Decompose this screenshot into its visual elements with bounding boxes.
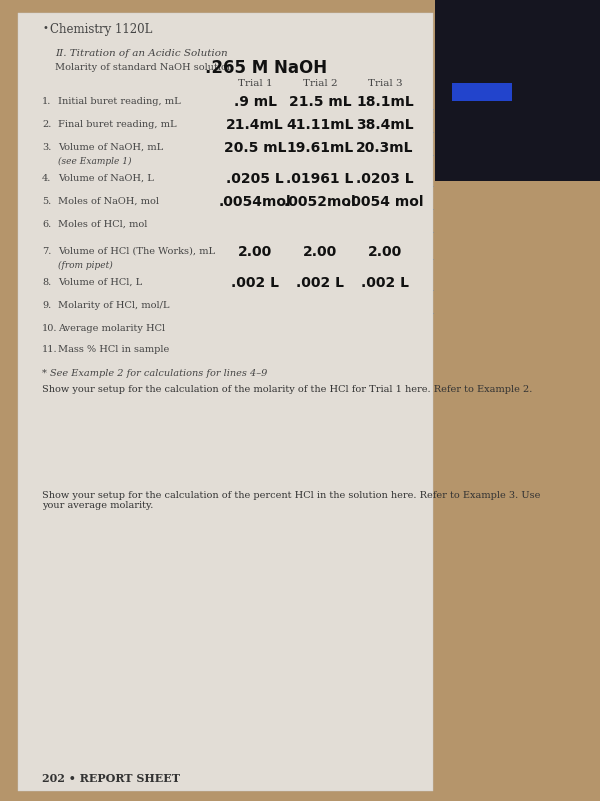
Text: •: • <box>42 23 48 33</box>
Text: 2.00: 2.00 <box>368 245 402 259</box>
Text: .265 M NaOH: .265 M NaOH <box>205 59 327 77</box>
Text: 20.5 mL: 20.5 mL <box>224 141 286 155</box>
Text: Volume of HCl (The Works), mL: Volume of HCl (The Works), mL <box>58 247 215 256</box>
Text: 5.: 5. <box>42 197 51 206</box>
Text: 21.5 mL: 21.5 mL <box>289 95 352 109</box>
Text: Show your setup for the calculation of the molarity of the HCl for Trial 1 here.: Show your setup for the calculation of t… <box>42 385 532 394</box>
Text: 8.: 8. <box>42 278 51 287</box>
Text: 202 • REPORT SHEET: 202 • REPORT SHEET <box>42 773 180 784</box>
Text: 6.: 6. <box>42 220 51 229</box>
Text: 41.11mL: 41.11mL <box>286 118 354 132</box>
Text: .002 L: .002 L <box>231 276 279 290</box>
Text: .01961 L: .01961 L <box>286 172 353 186</box>
Text: Show your setup for the calculation of the percent HCl in the solution here. Ref: Show your setup for the calculation of t… <box>42 491 541 510</box>
Text: (from pipet): (from pipet) <box>58 261 113 270</box>
Text: Average molarity HCl: Average molarity HCl <box>58 324 165 333</box>
Text: 7.: 7. <box>42 247 52 256</box>
Text: 11.: 11. <box>42 345 58 354</box>
Text: Trial 3: Trial 3 <box>368 79 403 88</box>
Text: Trial 2: Trial 2 <box>302 79 337 88</box>
Text: Trial 1: Trial 1 <box>238 79 272 88</box>
Text: 20.3mL: 20.3mL <box>356 141 414 155</box>
Text: 2.: 2. <box>42 120 52 129</box>
Text: 2.00: 2.00 <box>303 245 337 259</box>
Text: .002 L: .002 L <box>361 276 409 290</box>
Text: Initial buret reading, mL: Initial buret reading, mL <box>58 97 181 106</box>
Bar <box>452 83 512 101</box>
Text: .9 mL: .9 mL <box>233 95 277 109</box>
Text: Volume of HCl, L: Volume of HCl, L <box>58 278 142 287</box>
Text: 21.4mL: 21.4mL <box>226 118 284 132</box>
Text: 9.: 9. <box>42 301 51 310</box>
Text: 10.: 10. <box>42 324 58 333</box>
Text: Molarity of HCl, mol/L: Molarity of HCl, mol/L <box>58 301 170 310</box>
Text: .0203 L: .0203 L <box>356 172 414 186</box>
Text: 1.: 1. <box>42 97 52 106</box>
Text: (see Example 1): (see Example 1) <box>58 157 131 166</box>
Text: .0054 mol: .0054 mol <box>346 195 424 209</box>
Text: Molarity of standard NaOH solution: Molarity of standard NaOH solution <box>55 63 233 72</box>
Text: Chemistry 1120L: Chemistry 1120L <box>50 23 152 36</box>
Text: 3.: 3. <box>42 143 52 152</box>
Text: Moles of HCl, mol: Moles of HCl, mol <box>58 220 148 229</box>
Text: .0054mol: .0054mol <box>218 195 292 209</box>
Text: 38.4mL: 38.4mL <box>356 118 414 132</box>
Text: Mass % HCl in sample: Mass % HCl in sample <box>58 345 169 354</box>
Text: II. Titration of an Acidic Solution: II. Titration of an Acidic Solution <box>55 49 227 58</box>
Bar <box>435 0 600 181</box>
Text: 19.61mL: 19.61mL <box>286 141 353 155</box>
Text: 18.1mL: 18.1mL <box>356 95 414 109</box>
Text: .0052mol: .0052mol <box>284 195 356 209</box>
Bar <box>18 13 433 791</box>
Text: .002 L: .002 L <box>296 276 344 290</box>
Text: 2.00: 2.00 <box>238 245 272 259</box>
Text: * See Example 2 for calculations for lines 4–9: * See Example 2 for calculations for lin… <box>42 369 268 378</box>
Text: 4.: 4. <box>42 174 52 183</box>
Text: Moles of NaOH, mol: Moles of NaOH, mol <box>58 197 159 206</box>
Text: Volume of NaOH, L: Volume of NaOH, L <box>58 174 154 183</box>
Text: Volume of NaOH, mL: Volume of NaOH, mL <box>58 143 163 152</box>
Text: Final buret reading, mL: Final buret reading, mL <box>58 120 176 129</box>
Text: .0205 L: .0205 L <box>226 172 284 186</box>
